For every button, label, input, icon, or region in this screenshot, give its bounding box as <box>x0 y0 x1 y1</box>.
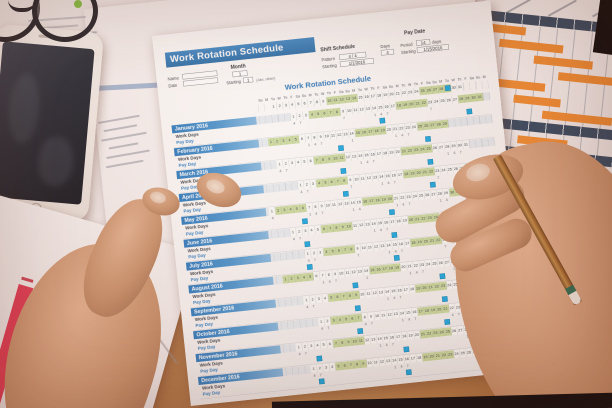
pay-day-square <box>306 264 313 271</box>
phone-screen <box>0 41 95 205</box>
aux-number: 7 <box>285 169 288 173</box>
pay-day-label: Pay Day <box>185 229 204 237</box>
aux-number: 7 <box>429 107 433 112</box>
month-header: January 2016 <box>171 116 257 134</box>
month-name: November 2016 <box>198 350 238 361</box>
aux-number: 7 <box>386 227 389 232</box>
aux-number: 7 <box>444 244 447 249</box>
pay-day-square <box>466 108 473 115</box>
aux-number: 7 <box>334 279 338 284</box>
gantt-bar <box>557 71 612 87</box>
pay-day-square <box>405 369 412 376</box>
aux-number: 7 <box>342 116 346 121</box>
aux-number: 7 <box>391 342 395 347</box>
pay-day-square <box>393 254 400 261</box>
month-name: January 2016 <box>174 122 209 133</box>
aux-number: 7 <box>408 202 411 207</box>
month-name: July 2016 <box>188 260 214 270</box>
aux-number: 7 <box>437 176 440 180</box>
pay-day-square <box>340 167 347 175</box>
aux-number: 1 <box>351 139 354 143</box>
pay-day-square <box>352 282 359 289</box>
aux-number: 4 <box>358 207 362 212</box>
aux-number: 7 <box>321 211 324 216</box>
day-cell: 31 <box>462 140 470 150</box>
aux-number: 7 <box>421 270 425 275</box>
dark-edge-bottom <box>271 392 612 408</box>
aux-number: 7 <box>370 321 374 326</box>
aux-number: 4 <box>271 216 275 221</box>
pay-day-label: Pay Day <box>190 275 209 283</box>
pay-day-square <box>318 378 325 385</box>
aux-number: 7 <box>414 317 417 322</box>
pay-day-square <box>444 318 451 325</box>
pay-day-square <box>301 218 308 225</box>
pay-day-square <box>429 181 436 188</box>
pay-day-label: Pay Day <box>188 252 206 260</box>
month-name: October 2016 <box>196 328 230 338</box>
gantt-bar <box>533 55 594 70</box>
pay-day-square <box>427 158 434 165</box>
aux-number: 7 <box>320 142 323 146</box>
aux-number: 4 <box>445 198 449 203</box>
aux-number: 7 <box>386 112 389 116</box>
aux-number: 7 <box>312 305 315 309</box>
aux-number: 7 <box>350 185 353 190</box>
smartphone <box>0 23 105 223</box>
aux-number: 7 <box>306 189 309 194</box>
pay-day-square <box>337 145 345 152</box>
aux-number: 7 <box>393 180 396 185</box>
eyeglasses-bridge <box>8 0 36 12</box>
aux-number: 7 <box>304 352 308 356</box>
aux-number: 7 <box>400 249 404 254</box>
aux-number: 7 <box>459 150 462 155</box>
aux-number: 7 <box>372 159 375 164</box>
pay-day-label: Pay Day <box>200 366 218 374</box>
work-day-cell: 31 <box>476 92 484 102</box>
pay-day-square <box>354 305 361 312</box>
pay-day-square <box>316 355 323 362</box>
pay-day-square <box>425 135 432 142</box>
pay-day-label: Pay Day <box>183 206 202 214</box>
pay-day-square <box>391 232 398 239</box>
pay-day-square <box>388 209 395 216</box>
pay-day-square <box>439 273 446 280</box>
pay-day-label: Pay Day <box>195 321 214 329</box>
month-name: September 2016 <box>193 304 235 316</box>
pay-day-square <box>441 296 448 303</box>
pay-day-square <box>403 346 410 353</box>
pay-day-label: Pay Day <box>178 161 197 168</box>
month-name: December 2016 <box>200 373 240 384</box>
chart-bar-label <box>21 276 34 283</box>
aux-number: 7 <box>299 121 302 126</box>
gantt-bar <box>512 94 562 107</box>
pay-day-label: Pay Day <box>197 344 216 351</box>
aux-number: 7 <box>399 295 402 300</box>
aux-number: 7 <box>298 237 302 241</box>
gantt-bar <box>499 38 564 53</box>
pay-day-square <box>304 241 311 248</box>
month-name: August 2016 <box>191 282 224 293</box>
work-day-cell: 29 <box>441 119 449 129</box>
pay-day-label: Pay Day <box>202 389 221 397</box>
pay-day-square <box>342 190 349 197</box>
aux-number: 1 <box>365 276 369 280</box>
month-name: May 2016 <box>184 215 209 224</box>
pay-day-square <box>379 117 386 124</box>
aux-number: 7 <box>313 258 317 263</box>
pay-day-label: Pay Day <box>192 298 211 306</box>
highlighter-dot <box>74 0 82 8</box>
pay-day-label: Pay Day <box>176 138 194 146</box>
aux-number: 7 <box>327 326 330 331</box>
pay-day-square <box>357 328 364 335</box>
aux-number: 7 <box>407 133 410 137</box>
month-name: February 2016 <box>176 145 213 155</box>
aux-number: 7 <box>357 254 360 258</box>
